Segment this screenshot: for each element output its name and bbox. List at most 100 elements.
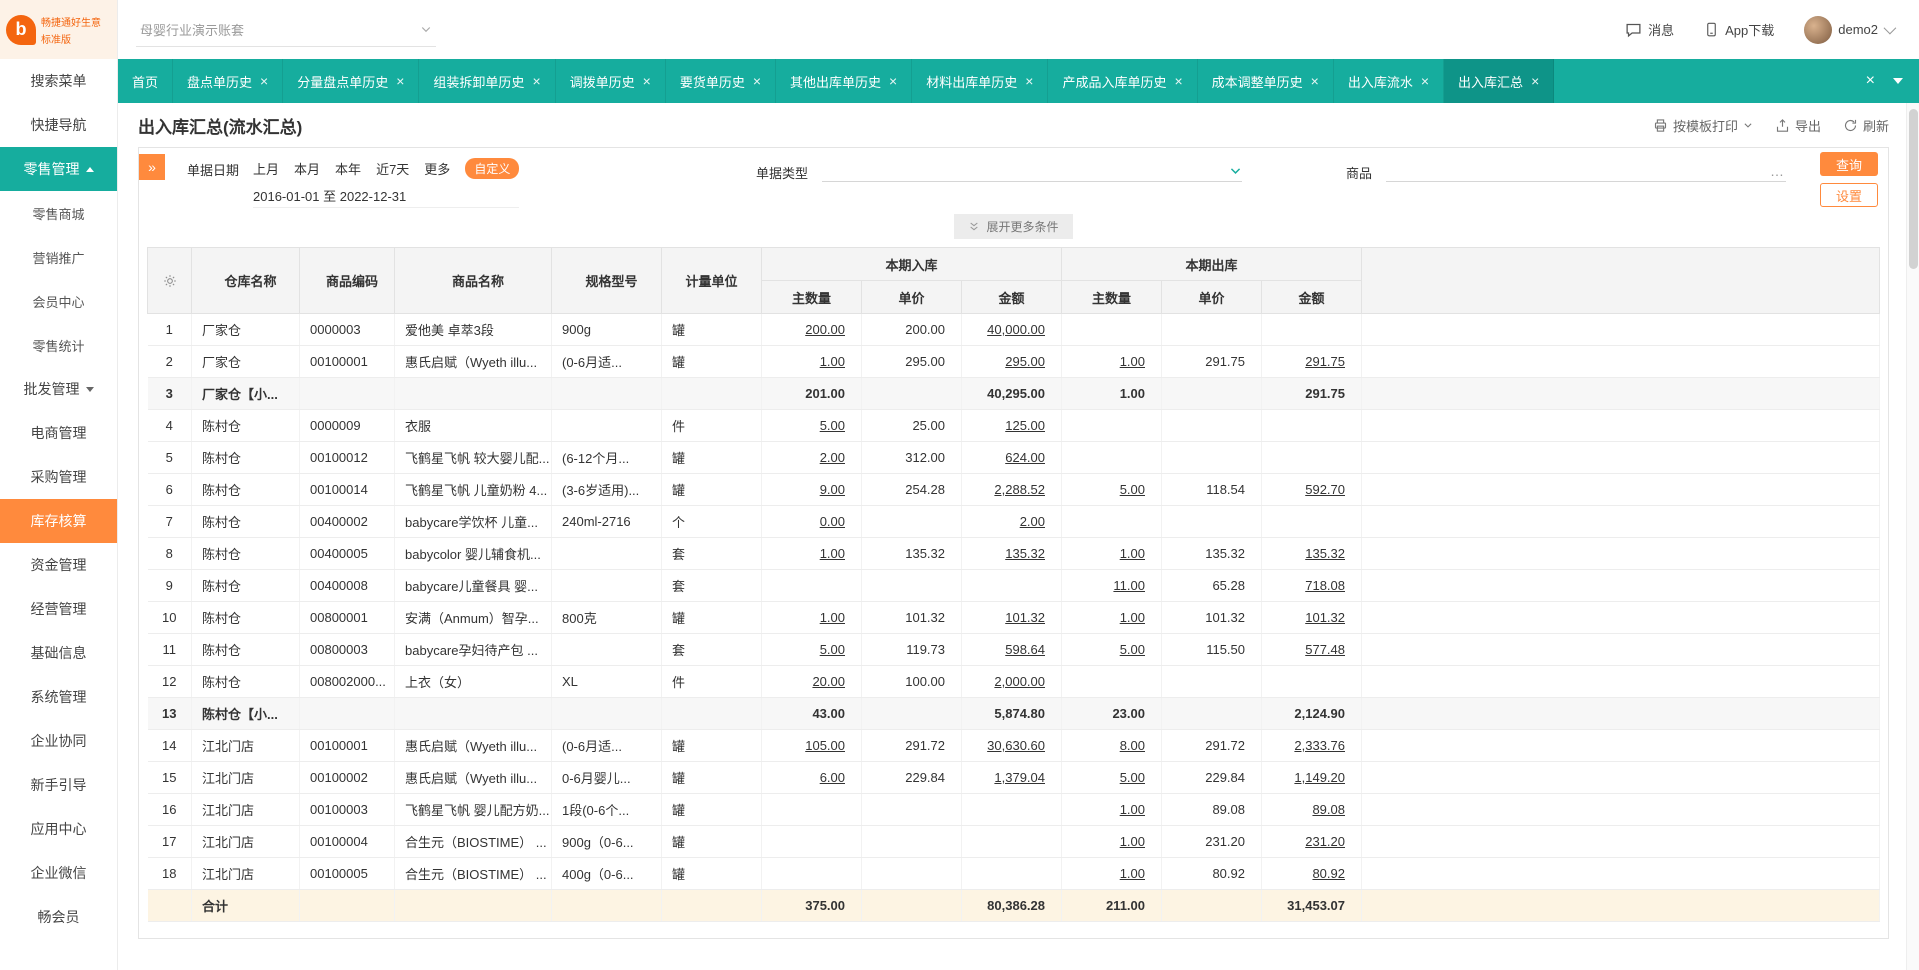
tab-close-icon[interactable]: × [1420, 73, 1430, 89]
product-input[interactable]: … [1386, 160, 1787, 182]
drilldown-link[interactable]: 577.48 [1305, 642, 1345, 657]
drilldown-link[interactable]: 80.92 [1312, 866, 1345, 881]
drilldown-link[interactable]: 2.00 [1019, 514, 1045, 529]
drilldown-link[interactable]: 2,000.00 [994, 674, 1045, 689]
tab-2[interactable]: 分量盘点单历史 × [283, 59, 420, 103]
expand-more-conditions-button[interactable]: 展开更多条件 [954, 214, 1073, 239]
drilldown-link[interactable]: 1.00 [1119, 610, 1145, 625]
tab-8[interactable]: 产成品入库单历史 × [1048, 59, 1198, 103]
tab-close-icon[interactable]: × [1174, 73, 1183, 89]
drilldown-link[interactable]: 89.08 [1312, 802, 1345, 817]
drilldown-link[interactable]: 1.00 [1119, 354, 1145, 369]
drilldown-link[interactable]: 200.00 [805, 322, 845, 337]
tab-0[interactable]: 首页 [118, 59, 174, 103]
drilldown-link[interactable]: 2,333.76 [1294, 738, 1345, 753]
sidebar-item-6[interactable]: 零售统计 [0, 323, 117, 367]
tab-5[interactable]: 要货单历史 × [666, 59, 777, 103]
export-button[interactable]: 导出 [1775, 116, 1821, 135]
drilldown-link[interactable]: 291.75 [1305, 354, 1345, 369]
column-settings-button[interactable] [147, 247, 192, 314]
drilldown-link[interactable]: 592.70 [1305, 482, 1345, 497]
drilldown-link[interactable]: 6.00 [819, 770, 845, 785]
drilldown-link[interactable]: 1.00 [1119, 866, 1145, 881]
search-button[interactable]: 查询 [1820, 152, 1878, 176]
drilldown-link[interactable]: 1.00 [819, 354, 845, 369]
scrollbar-thumb[interactable] [1909, 109, 1918, 269]
drilldown-link[interactable]: 1.00 [1119, 546, 1145, 561]
drilldown-link[interactable]: 1,379.04 [994, 770, 1045, 785]
date-option-last-month[interactable]: 上月 [253, 162, 280, 177]
date-option-this-year[interactable]: 本年 [335, 162, 362, 177]
drilldown-link[interactable]: 125.00 [1005, 418, 1045, 433]
drilldown-link[interactable]: 718.08 [1305, 578, 1345, 593]
product-picker-icon[interactable]: … [1770, 162, 1785, 179]
tab-7[interactable]: 材料出库单历史 × [912, 59, 1049, 103]
sidebar-item-5[interactable]: 会员中心 [0, 279, 117, 323]
sidebar-item-16[interactable]: 新手引导 [0, 763, 117, 807]
sidebar-item-7[interactable]: 批发管理 [0, 367, 117, 411]
drilldown-link[interactable]: 1.00 [819, 610, 845, 625]
drilldown-link[interactable]: 9.00 [819, 482, 845, 497]
drilldown-link[interactable]: 135.32 [1005, 546, 1045, 561]
sidebar-item-1[interactable]: 快捷导航 [0, 103, 117, 147]
drilldown-link[interactable]: 624.00 [1005, 450, 1045, 465]
sidebar-item-8[interactable]: 电商管理 [0, 411, 117, 455]
drilldown-link[interactable]: 11.00 [1113, 578, 1145, 593]
tab-close-icon[interactable]: × [1531, 73, 1540, 89]
sidebar-item-15[interactable]: 企业协同 [0, 719, 117, 763]
sidebar-item-2[interactable]: 零售管理 [0, 147, 117, 191]
drilldown-link[interactable]: 40,000.00 [987, 322, 1045, 337]
drilldown-link[interactable]: 5.00 [819, 642, 845, 657]
tab-close-icon[interactable]: × [752, 73, 762, 89]
sidebar-item-0[interactable]: 搜索菜单 [0, 59, 117, 103]
tab-6[interactable]: 其他出库单历史 × [776, 59, 913, 103]
sidebar-item-19[interactable]: 畅会员 [0, 895, 117, 939]
drilldown-link[interactable]: 5.00 [1119, 770, 1145, 785]
account-select[interactable]: 母婴行业演示账套 [136, 13, 436, 47]
tab-list-icon[interactable] [1893, 78, 1903, 84]
drilldown-link[interactable]: 101.32 [1005, 610, 1045, 625]
drilldown-link[interactable]: 0.00 [819, 514, 845, 529]
sidebar-item-17[interactable]: 应用中心 [0, 807, 117, 851]
app-download-button[interactable]: App下载 [1704, 20, 1774, 39]
tab-9[interactable]: 成本调整单历史 × [1198, 59, 1334, 103]
sidebar-item-10[interactable]: 库存核算 [0, 499, 117, 543]
drilldown-link[interactable]: 1.00 [1119, 802, 1145, 817]
drilldown-link[interactable]: 5.00 [1119, 642, 1145, 657]
date-option-this-month[interactable]: 本月 [294, 162, 321, 177]
drilldown-link[interactable]: 5.00 [819, 418, 845, 433]
drilldown-link[interactable]: 231.20 [1305, 834, 1345, 849]
drilldown-link[interactable]: 101.32 [1305, 610, 1345, 625]
drilldown-link[interactable]: 30,630.60 [987, 738, 1045, 753]
tab-11[interactable]: 出入库汇总 × [1444, 59, 1555, 103]
drilldown-link[interactable]: 2.00 [819, 450, 845, 465]
refresh-button[interactable]: 刷新 [1843, 116, 1889, 135]
drilldown-link[interactable]: 295.00 [1005, 354, 1045, 369]
sidebar-item-13[interactable]: 基础信息 [0, 631, 117, 675]
tab-10[interactable]: 出入库流水 × [1334, 59, 1445, 103]
sidebar-item-14[interactable]: 系统管理 [0, 675, 117, 719]
sidebar-item-9[interactable]: 采购管理 [0, 455, 117, 499]
date-option-more[interactable]: 更多 [424, 162, 451, 177]
drilldown-link[interactable]: 5.00 [1119, 482, 1145, 497]
tab-4[interactable]: 调拨单历史 × [556, 59, 666, 103]
date-range-value[interactable]: 2016-01-01 至 2022-12-31 [253, 186, 520, 208]
tab-1[interactable]: 盘点单历史 × [173, 59, 284, 103]
sidebar-item-11[interactable]: 资金管理 [0, 543, 117, 587]
drilldown-link[interactable]: 135.32 [1305, 546, 1345, 561]
vertical-scrollbar[interactable] [1906, 103, 1919, 970]
close-all-tabs-icon[interactable]: × [1865, 72, 1875, 89]
tab-close-icon[interactable]: × [260, 73, 269, 89]
drilldown-link[interactable]: 2,288.52 [994, 482, 1045, 497]
drilldown-link[interactable]: 1.00 [819, 546, 845, 561]
drilldown-link[interactable]: 1,149.20 [1294, 770, 1345, 785]
app-logo[interactable]: b 畅捷通好生意 标准版 [0, 0, 117, 59]
drilldown-link[interactable]: 8.00 [1119, 738, 1145, 753]
drilldown-link[interactable]: 1.00 [1119, 834, 1145, 849]
tab-close-icon[interactable]: × [642, 73, 651, 89]
doc-type-select[interactable] [822, 160, 1243, 182]
sidebar-item-12[interactable]: 经营管理 [0, 587, 117, 631]
tab-close-icon[interactable]: × [1025, 73, 1034, 89]
drilldown-link[interactable]: 105.00 [805, 738, 845, 753]
sidebar-item-4[interactable]: 营销推广 [0, 235, 117, 279]
